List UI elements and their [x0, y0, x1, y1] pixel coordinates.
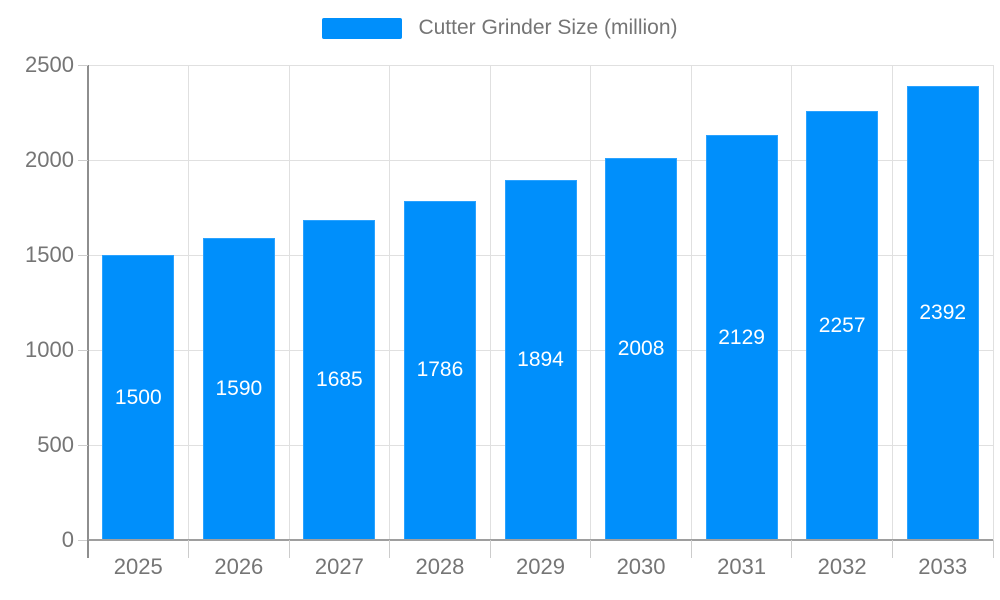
gridline-horizontal [88, 159, 993, 161]
bar-value-label: 1786 [416, 358, 464, 382]
y-axis-tick-label: 1500 [25, 242, 74, 267]
x-axis-tick-label: 2027 [314, 554, 364, 579]
x-tick-mark [288, 540, 290, 558]
x-tick-mark [992, 540, 994, 558]
x-tick-mark [891, 540, 893, 558]
x-axis-tick-label: 2029 [516, 554, 565, 579]
gridline-vertical [690, 65, 692, 540]
y-axis-tick-label: 2500 [25, 52, 74, 77]
y-tick-mark [78, 539, 88, 541]
y-tick-mark [78, 64, 88, 66]
bar-2033[interactable] [906, 85, 979, 540]
y-axis-line [87, 65, 89, 540]
x-tick-mark [87, 540, 89, 558]
gridline-horizontal [88, 64, 993, 66]
bar-value-label: 2008 [617, 337, 665, 361]
bar-2029[interactable] [504, 180, 577, 540]
bar-2028[interactable] [403, 200, 476, 540]
gridline-vertical [389, 65, 391, 540]
bar-value-label: 2392 [919, 300, 967, 324]
x-axis-tick-label: 2031 [717, 554, 767, 579]
y-tick-mark [78, 254, 88, 256]
bar-value-label: 1500 [114, 385, 162, 409]
plot-area: 1500 1590 1685 1786 1894 2008 2129 2257 2392 [78, 64, 994, 558]
x-axis-line [88, 539, 993, 541]
x-tick-mark [389, 540, 391, 558]
x-tick-mark [590, 540, 592, 558]
bar-2025[interactable] [102, 255, 175, 540]
y-axis-tick-label: 2000 [25, 147, 74, 172]
y-axis-tick-label: 1000 [25, 337, 74, 362]
x-axis-tick-label: 2030 [616, 554, 666, 579]
gridline-vertical [992, 65, 994, 540]
gridline-vertical [590, 65, 592, 540]
bar-value-label: 1894 [517, 348, 564, 372]
y-axis-tick-label: 500 [37, 432, 74, 457]
gridline-vertical [489, 65, 491, 540]
gridline-vertical [288, 65, 290, 540]
legend-label: Cutter Grinder Size (million) [418, 16, 678, 39]
bar-2030[interactable] [605, 158, 678, 540]
bar-value-label: 1590 [215, 376, 263, 400]
bar-value-label: 2129 [718, 325, 765, 349]
gridline-vertical [791, 65, 793, 540]
bar-2031[interactable] [705, 135, 778, 540]
x-tick-mark [690, 540, 692, 558]
legend[interactable]: Cutter Grinder Size (million) [0, 16, 1000, 40]
y-tick-mark [78, 159, 88, 161]
y-axis-tick-label: 0 [61, 527, 74, 552]
y-tick-mark [78, 349, 88, 351]
x-axis-tick-label: 2033 [918, 554, 968, 579]
gridline-vertical [891, 65, 893, 540]
bar-2026[interactable] [202, 237, 275, 540]
gridline-vertical [188, 65, 190, 540]
legend-swatch [322, 17, 403, 39]
bar-2032[interactable] [806, 111, 879, 540]
y-tick-mark [78, 444, 88, 446]
x-axis-tick-label: 2026 [214, 554, 264, 579]
x-tick-mark [489, 540, 491, 558]
x-axis-tick-label: 2025 [113, 554, 163, 579]
x-axis-tick-label: 2032 [817, 554, 867, 579]
bar-value-label: 2257 [818, 313, 866, 337]
x-tick-mark [791, 540, 793, 558]
x-axis-tick-label: 2028 [415, 554, 465, 579]
bar-2027[interactable] [303, 219, 376, 540]
x-tick-mark [188, 540, 190, 558]
bar-value-label: 1685 [316, 367, 363, 391]
